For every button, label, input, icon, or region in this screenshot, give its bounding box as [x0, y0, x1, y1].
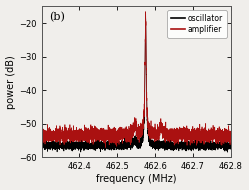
oscillator	[112, 145, 115, 147]
oscillator	[229, 143, 232, 145]
amplifier	[154, 136, 157, 138]
Line: amplifier: amplifier	[42, 12, 231, 147]
oscillator	[181, 146, 184, 148]
amplifier	[163, 137, 166, 139]
amplifier	[196, 135, 199, 137]
Y-axis label: power (dB): power (dB)	[6, 55, 16, 108]
amplifier	[40, 132, 43, 134]
Text: (b): (b)	[49, 12, 65, 23]
oscillator	[154, 141, 157, 143]
oscillator	[40, 142, 43, 144]
oscillator	[144, 16, 147, 18]
amplifier	[104, 146, 107, 149]
Legend: oscillator, amplifier: oscillator, amplifier	[167, 10, 227, 38]
Line: oscillator: oscillator	[42, 17, 231, 152]
amplifier	[229, 130, 232, 133]
oscillator	[74, 143, 77, 146]
amplifier	[74, 135, 77, 137]
X-axis label: frequency (MHz): frequency (MHz)	[96, 174, 176, 184]
oscillator	[226, 151, 229, 153]
amplifier	[144, 11, 147, 13]
oscillator	[163, 148, 166, 150]
oscillator	[196, 141, 199, 144]
amplifier	[112, 142, 115, 144]
amplifier	[181, 138, 184, 140]
